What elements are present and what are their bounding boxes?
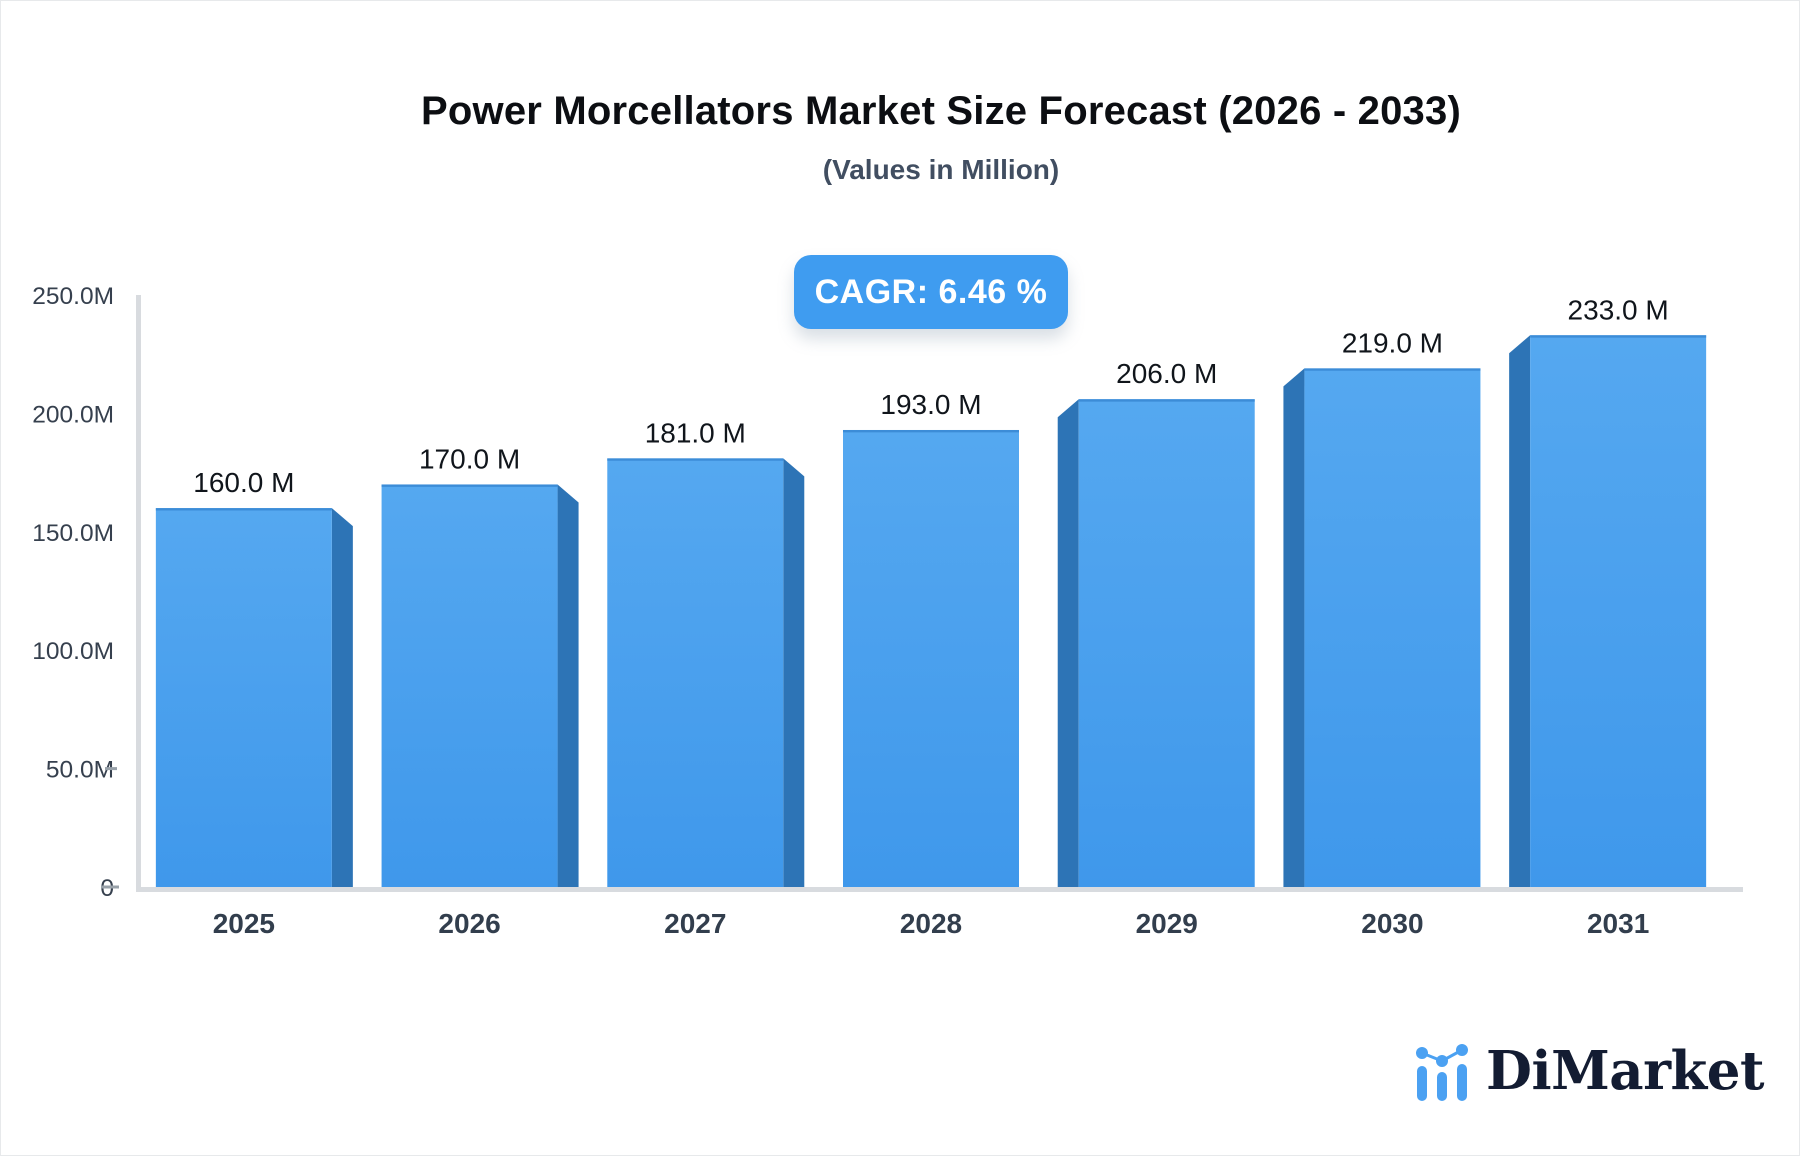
y-axis-tick — [105, 767, 117, 771]
bar-value-label: 170.0 M — [419, 443, 520, 474]
cagr-badge-label: CAGR: 6.46 % — [814, 272, 1048, 311]
x-axis-label: 2026 — [438, 908, 500, 939]
chart-header: Power Morcellators Market Size Forecast … — [1, 1, 1799, 186]
y-axis-label: 150.0M — [32, 520, 114, 547]
y-axis-label: 100.0M — [32, 638, 114, 665]
bar-side-face — [783, 458, 805, 887]
x-axis-line — [136, 887, 1743, 892]
bar — [381, 484, 558, 887]
cagr-badge: CAGR: 6.46 % — [794, 255, 1068, 329]
bar-value-label: 206.0 M — [1116, 358, 1217, 389]
chart-subtitle: (Values in Million) — [822, 154, 1060, 185]
y-axis-label: 250.0M — [32, 283, 114, 310]
bar-value-label: 193.0 M — [880, 389, 981, 420]
y-axis-tick — [101, 885, 119, 889]
bar — [1304, 368, 1481, 888]
bar-value-label: 219.0 M — [1342, 327, 1443, 358]
bar — [607, 458, 784, 887]
brand-logo: DiMarket — [1415, 1039, 1764, 1103]
y-axis-label: 200.0M — [32, 401, 114, 428]
bar — [155, 508, 332, 887]
brand-logo-icon — [1416, 1044, 1468, 1101]
x-axis-label: 2031 — [1587, 908, 1649, 939]
bar-value-label: 233.0 M — [1568, 294, 1669, 325]
bar — [843, 429, 1019, 887]
y-axis-line — [136, 295, 141, 892]
bar — [1078, 399, 1255, 887]
bar-value-label: 181.0 M — [645, 417, 746, 448]
bar-side-face — [331, 508, 353, 887]
chart-title: Power Morcellators Market Size Forecast … — [421, 89, 1461, 133]
bar-side-face — [557, 484, 579, 887]
bar — [1530, 335, 1707, 888]
x-axis-label: 2029 — [1136, 908, 1198, 939]
bar-side-face — [1283, 368, 1305, 888]
x-axis-label: 2028 — [900, 908, 962, 939]
bar-value-label: 160.0 M — [193, 467, 294, 498]
bar-side-face — [1509, 335, 1531, 888]
x-axis-label: 2030 — [1361, 908, 1423, 939]
brand-logo-text: DiMarket — [1486, 1040, 1764, 1102]
x-axis-label: 2027 — [664, 908, 726, 939]
y-axis-label: 50.0M — [46, 757, 114, 784]
x-axis-label: 2025 — [213, 908, 275, 939]
bar-side-face — [1057, 399, 1079, 887]
